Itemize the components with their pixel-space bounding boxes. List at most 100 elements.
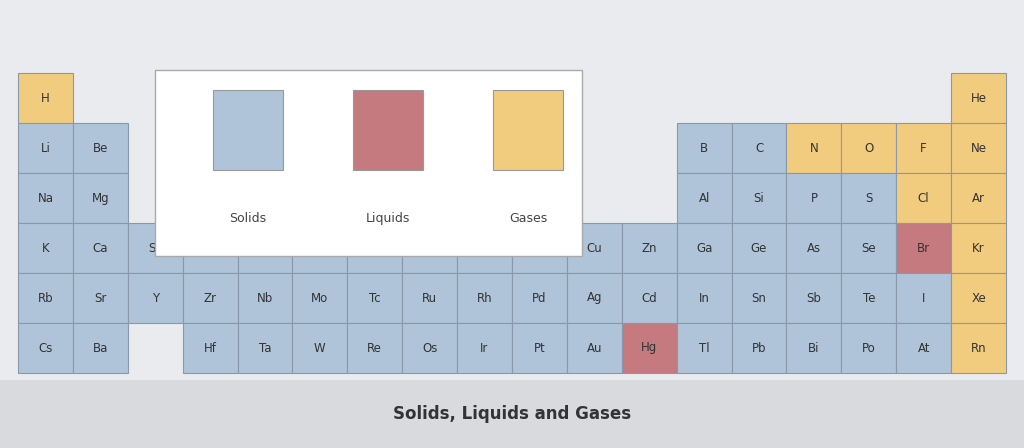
Text: Ir: Ir	[480, 341, 488, 354]
Bar	[347, 323, 402, 373]
Text: Cu: Cu	[587, 241, 602, 254]
Bar	[347, 223, 402, 273]
Text: Gases: Gases	[509, 211, 547, 224]
Bar	[622, 273, 677, 323]
Bar	[128, 273, 182, 323]
Text: Zr: Zr	[204, 292, 217, 305]
Text: C: C	[755, 142, 763, 155]
Bar	[347, 273, 402, 323]
Bar	[293, 223, 347, 273]
Text: Ar: Ar	[972, 191, 985, 204]
Bar	[18, 223, 73, 273]
Bar	[213, 90, 283, 170]
Text: Sn: Sn	[752, 292, 766, 305]
Bar	[842, 123, 896, 173]
Bar	[293, 273, 347, 323]
Text: Sc: Sc	[148, 241, 162, 254]
Bar	[155, 70, 582, 256]
Bar	[677, 223, 731, 273]
Bar	[842, 323, 896, 373]
Text: In: In	[698, 292, 710, 305]
Bar	[353, 90, 423, 170]
Bar	[73, 323, 128, 373]
Text: Be: Be	[92, 142, 108, 155]
Text: W: W	[314, 341, 326, 354]
Text: H: H	[41, 91, 50, 104]
Bar	[677, 323, 731, 373]
Bar	[238, 323, 293, 373]
Text: Xe: Xe	[971, 292, 986, 305]
Text: As: As	[807, 241, 821, 254]
Text: Sr: Sr	[94, 292, 106, 305]
Bar	[238, 273, 293, 323]
Text: Y: Y	[152, 292, 159, 305]
Text: Sb: Sb	[807, 292, 821, 305]
Text: Mn: Mn	[366, 241, 384, 254]
Bar	[18, 273, 73, 323]
Bar	[951, 323, 1006, 373]
Text: Li: Li	[41, 142, 50, 155]
Text: V: V	[261, 241, 269, 254]
Text: Rh: Rh	[477, 292, 493, 305]
Bar	[842, 223, 896, 273]
Bar	[73, 223, 128, 273]
Text: Tl: Tl	[698, 341, 710, 354]
Text: Hf: Hf	[204, 341, 216, 354]
Bar	[731, 323, 786, 373]
Bar	[73, 273, 128, 323]
Bar	[622, 323, 677, 373]
Text: Ne: Ne	[971, 142, 986, 155]
Text: Ba: Ba	[92, 341, 108, 354]
Bar	[73, 123, 128, 173]
Bar	[731, 223, 786, 273]
Text: Si: Si	[754, 191, 764, 204]
Bar	[512, 273, 567, 323]
Text: Liquids: Liquids	[366, 211, 411, 224]
Text: Solids: Solids	[229, 211, 266, 224]
Bar	[18, 323, 73, 373]
Text: Tc: Tc	[369, 292, 381, 305]
Text: Ni: Ni	[534, 241, 546, 254]
Text: Ga: Ga	[696, 241, 713, 254]
Text: At: At	[918, 341, 930, 354]
Bar	[128, 223, 182, 273]
Bar	[512, 323, 567, 373]
Text: Rn: Rn	[971, 341, 986, 354]
Bar	[677, 173, 731, 223]
Text: www.goodscience.com.au: www.goodscience.com.au	[891, 359, 990, 368]
Bar	[951, 223, 1006, 273]
Bar	[18, 123, 73, 173]
Bar	[951, 273, 1006, 323]
Text: Kr: Kr	[972, 241, 985, 254]
Text: Au: Au	[587, 341, 602, 354]
Text: Rb: Rb	[38, 292, 53, 305]
Bar	[896, 323, 951, 373]
Text: Hg: Hg	[641, 341, 657, 354]
Text: Se: Se	[861, 241, 877, 254]
Bar	[457, 223, 512, 273]
Bar	[457, 273, 512, 323]
Text: Zn: Zn	[641, 241, 657, 254]
Bar	[896, 123, 951, 173]
Bar	[786, 273, 842, 323]
Text: Cl: Cl	[918, 191, 930, 204]
Text: Br: Br	[918, 241, 930, 254]
Text: S: S	[865, 191, 872, 204]
Text: N: N	[810, 142, 818, 155]
Text: Ta: Ta	[259, 341, 271, 354]
Bar	[622, 223, 677, 273]
Text: Os: Os	[422, 341, 437, 354]
Text: B: B	[700, 142, 709, 155]
Bar	[731, 273, 786, 323]
Bar	[18, 173, 73, 223]
Text: P: P	[810, 191, 817, 204]
Text: Na: Na	[38, 191, 53, 204]
Bar	[842, 273, 896, 323]
Bar	[182, 273, 238, 323]
Text: Ge: Ge	[751, 241, 767, 254]
Bar	[786, 223, 842, 273]
Text: Pb: Pb	[752, 341, 766, 354]
Bar	[238, 223, 293, 273]
Bar	[951, 123, 1006, 173]
Text: Po: Po	[862, 341, 876, 354]
